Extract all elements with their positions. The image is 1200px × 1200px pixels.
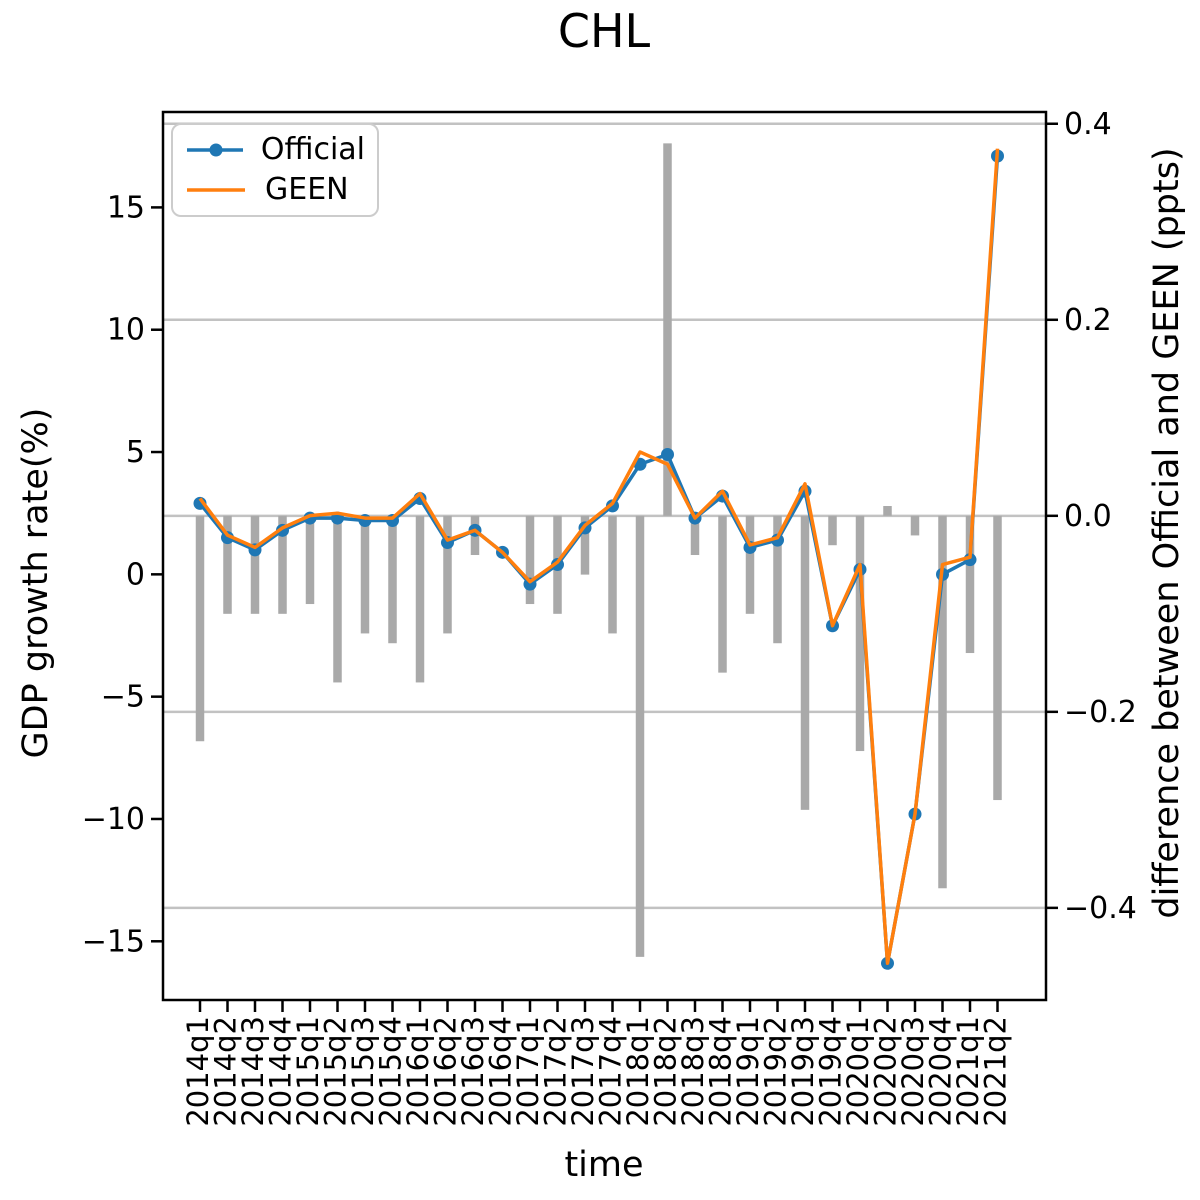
diff-bar: [855, 515, 865, 752]
diff-bar: [250, 515, 260, 614]
official-line-marker-swatch: [187, 143, 243, 157]
legend-label-geen: GEEN: [265, 172, 349, 207]
x-tick-label: 2016q1: [401, 1016, 435, 1127]
x-tick-label: 2017q1: [511, 1016, 545, 1127]
x-tick-label: 2015q2: [319, 1016, 353, 1127]
diff-bar: [388, 515, 397, 644]
x-tick-label: 2016q2: [429, 1016, 463, 1127]
diff-bar: [910, 515, 920, 536]
y-tick-label-left: 0: [126, 557, 145, 592]
x-tick-label: 2019q4: [814, 1016, 848, 1127]
diff-bar: [828, 515, 837, 546]
x-tick-label: 2020q4: [924, 1016, 958, 1127]
y-tick-label-left: 15: [107, 190, 145, 225]
y-tick-label-left: 5: [126, 435, 145, 470]
diff-bar: [305, 515, 315, 605]
legend: Official GEEN: [171, 123, 379, 217]
y-tick-label-right: −0.4: [1064, 891, 1137, 926]
y-tick-label-left: 10: [107, 313, 145, 348]
x-tick-label: 2015q3: [346, 1016, 380, 1127]
geen-line: [198, 148, 1000, 966]
x-tick-label: 2020q3: [896, 1016, 930, 1127]
plot-border: [161, 110, 1048, 1002]
diff-bar: [333, 515, 342, 683]
y-tick-label-left: −15: [82, 924, 145, 959]
official-point: [606, 499, 619, 513]
diff-bar: [773, 515, 782, 644]
x-tick-label: 2020q1: [841, 1016, 875, 1127]
x-tick-label: 2019q3: [786, 1016, 820, 1127]
y-tick-label-right: 0.4: [1064, 107, 1112, 142]
diff-bar: [608, 515, 617, 634]
official-point: [221, 531, 234, 545]
diff-bar: [195, 515, 205, 742]
x-tick-label: 2015q4: [374, 1016, 408, 1127]
x-tick-label: 2017q3: [566, 1016, 600, 1127]
diff-bar: [443, 515, 452, 634]
x-tick-label: 2021q1: [951, 1016, 985, 1127]
legend-label-official: Official: [260, 132, 365, 167]
diff-bar: [993, 515, 1002, 801]
diff-bar: [635, 515, 645, 957]
x-tick-label: 2014q3: [236, 1016, 270, 1127]
x-tick-label: 2018q2: [649, 1016, 683, 1127]
y-tick-label-right: −0.2: [1064, 695, 1137, 730]
diff-bar: [415, 515, 425, 683]
diff-bar: [663, 143, 672, 516]
x-tick-label: 2017q2: [539, 1016, 573, 1127]
x-tick-label: 2015q1: [291, 1016, 325, 1127]
x-axis-label: time: [564, 1145, 644, 1185]
y-axis-label-left: GDP growth rate(%): [16, 407, 56, 759]
x-tick-label: 2021q2: [979, 1016, 1013, 1127]
geen-line-swatch: [187, 188, 245, 192]
diff-bar: [718, 515, 727, 673]
x-tick-label: 2018q3: [676, 1016, 710, 1127]
diff-bar: [690, 515, 700, 556]
x-tick-label: 2019q2: [759, 1016, 793, 1127]
x-tick-label: 2014q2: [209, 1016, 243, 1127]
legend-item-official: Official: [185, 133, 365, 167]
diff-bar: [525, 515, 535, 605]
x-tick-label: 2014q4: [264, 1016, 298, 1127]
x-tick-label: 2014q1: [181, 1016, 215, 1127]
y-axis-label-right: difference between Official and GEEN (pp…: [1147, 147, 1187, 919]
chart-title: CHL: [557, 4, 651, 58]
y-tick-label-right: 0.2: [1064, 303, 1112, 338]
diff-bar: [223, 515, 232, 614]
x-tick-label: 2018q1: [621, 1016, 655, 1127]
diff-bar: [278, 515, 287, 614]
legend-item-geen: GEEN: [185, 173, 365, 207]
diff-bar: [965, 515, 975, 654]
diff-bar: [800, 515, 810, 810]
y-tick-label-left: −10: [82, 802, 145, 837]
x-tick-label: 2016q3: [456, 1016, 490, 1127]
x-tick-label: 2019q1: [731, 1016, 765, 1127]
diff-bar: [938, 515, 947, 889]
diff-bar: [360, 515, 370, 634]
x-tick-label: 2017q4: [594, 1016, 628, 1127]
official-point: [661, 447, 674, 461]
diff-bar: [580, 515, 590, 575]
y-tick-label-left: −5: [101, 680, 145, 715]
official-point: [551, 558, 564, 572]
y-tick-label-right: 0.0: [1064, 499, 1112, 534]
official-marker-sample: [209, 143, 223, 157]
diff-bar: [745, 515, 755, 614]
x-tick-label: 2020q2: [869, 1016, 903, 1127]
x-tick-label: 2016q4: [484, 1016, 518, 1127]
x-tick-label: 2018q4: [704, 1016, 738, 1127]
diff-bar: [883, 506, 892, 516]
